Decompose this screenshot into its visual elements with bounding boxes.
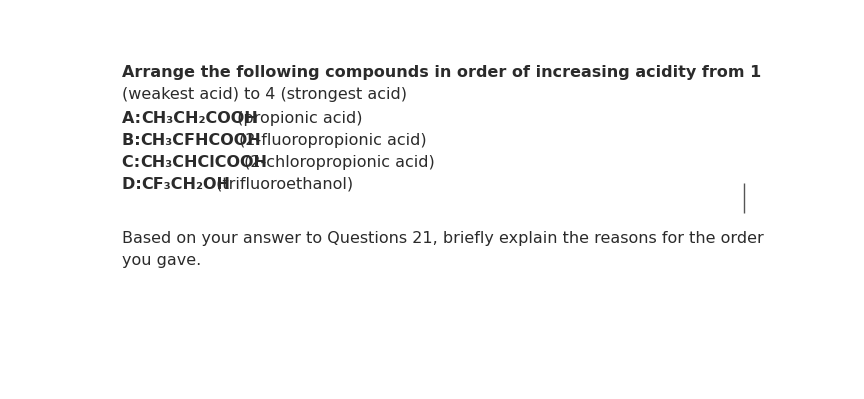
Text: (2-fluoropropionic acid): (2-fluoropropionic acid) xyxy=(234,133,427,148)
Text: you gave.: you gave. xyxy=(122,253,201,268)
Text: CH₃CH₂COOH: CH₃CH₂COOH xyxy=(141,111,257,126)
Text: C:: C: xyxy=(122,155,146,170)
Text: (2-chloropropionic acid): (2-chloropropionic acid) xyxy=(238,155,435,170)
Text: (trifluoroethanol): (trifluoroethanol) xyxy=(211,177,353,192)
Text: Arrange the following compounds in order of increasing acidity from 1: Arrange the following compounds in order… xyxy=(122,65,761,80)
Text: CH₃CFHCOOH: CH₃CFHCOOH xyxy=(141,133,262,148)
Text: CH₃CHClCOOH: CH₃CHClCOOH xyxy=(140,155,267,170)
Text: CF₃CH₂OH: CF₃CH₂OH xyxy=(142,177,231,192)
Text: (weakest acid) to 4 (strongest acid): (weakest acid) to 4 (strongest acid) xyxy=(122,87,407,102)
Text: Based on your answer to Questions 21, briefly explain the reasons for the order: Based on your answer to Questions 21, br… xyxy=(122,231,764,246)
Text: B:: B: xyxy=(122,133,146,148)
Text: D:: D: xyxy=(122,177,148,192)
Text: A:: A: xyxy=(122,111,147,126)
Text: (propionic acid): (propionic acid) xyxy=(232,111,362,126)
